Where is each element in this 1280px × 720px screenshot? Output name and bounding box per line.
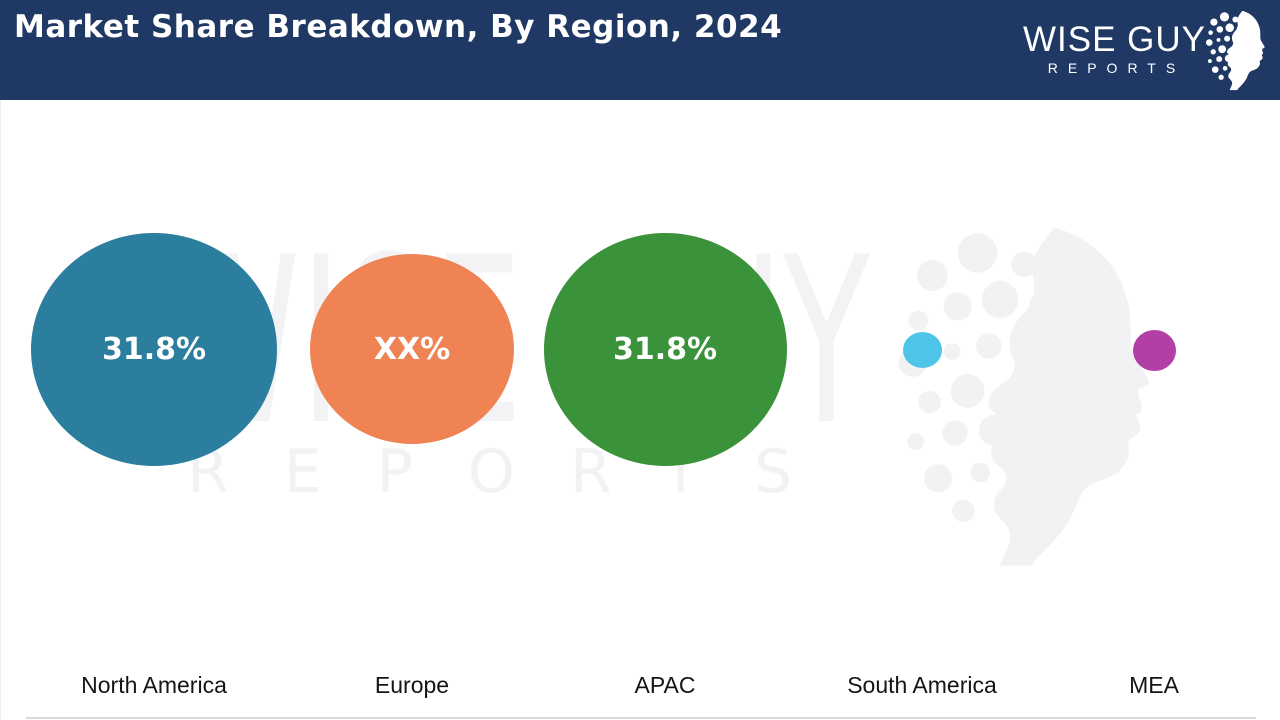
watermark-text-reports: REPORTS [187,437,848,507]
bubble-europe[interactable]: XX% [310,254,514,444]
logo-face-icon [1204,6,1270,94]
logo-text: WISE GUY REPORTS [1022,20,1206,76]
axis-baseline [26,717,1256,719]
region-label-south-america: South America [847,672,997,698]
bubble-value-label: 31.8% [101,331,207,367]
bubble-south-america[interactable] [902,332,942,368]
bubble-value-label: 31.8% [612,331,718,367]
region-label-mea: MEA [1129,672,1179,698]
bubble-north-america[interactable]: 31.8% [31,232,277,466]
page-title: Market Share Breakdown, By Region, 2024 [14,9,783,45]
bubble-mea[interactable] [1132,329,1176,371]
bubble-apac[interactable]: 31.8% [543,232,787,466]
logo-brand-subtitle: REPORTS [1047,59,1186,76]
chart-area: WISE GUY REPORTS 31.8% North America XX% Eu… [0,100,1280,720]
header-bar: Market Share Breakdown, By Region, 2024 … [0,0,1280,100]
region-label-apac: APAC [634,672,696,698]
watermark-face-icon [881,222,1181,567]
wise-guy-reports-logo: WISE GUY REPORTS [1023,0,1272,100]
logo-brand-name: WISE GUY [1022,20,1206,59]
region-label-north-america: North America [81,672,227,698]
region-label-europe: Europe [374,672,450,698]
bubble-value-label: XX% [373,331,451,367]
